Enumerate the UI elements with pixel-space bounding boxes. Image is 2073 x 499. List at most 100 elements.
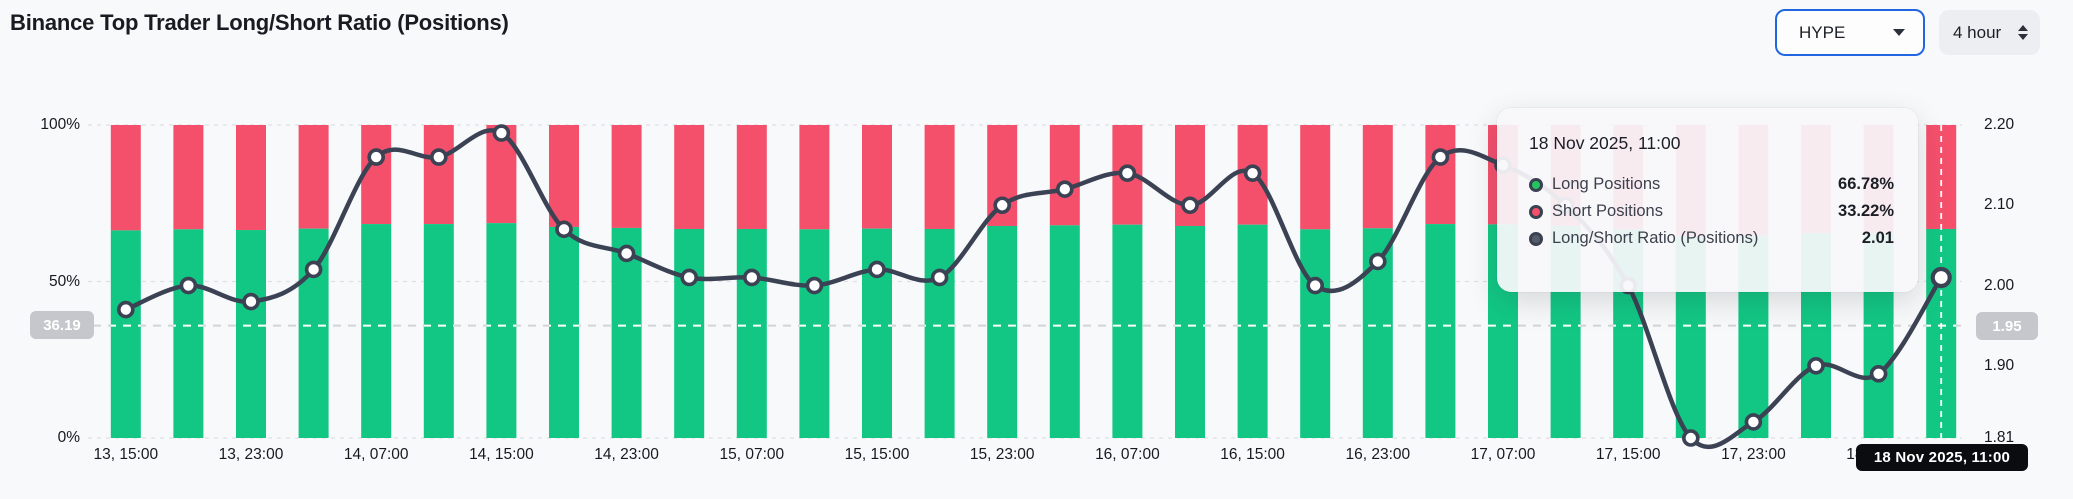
data-point[interactable] [1869, 364, 1888, 383]
short-bar-segment[interactable] [236, 125, 266, 231]
short-bar-segment[interactable] [1049, 125, 1080, 226]
x-axis-label: 17, 23:00 [1721, 446, 1786, 463]
short-bar-segment[interactable] [924, 125, 955, 229]
long-bar-segment[interactable] [862, 228, 892, 438]
tooltip-row-long: Long Positions 66.78% [1529, 171, 1894, 198]
data-point[interactable] [492, 124, 511, 142]
short-bar-segment[interactable] [1926, 125, 1957, 229]
data-point[interactable] [1118, 164, 1137, 182]
short-positions-dot-icon [1529, 204, 1543, 219]
symbol-select-value: HYPE [1799, 22, 1846, 42]
long-bar-segment[interactable] [423, 224, 454, 438]
long-bar-segment[interactable] [1300, 229, 1331, 438]
data-point[interactable] [1056, 180, 1074, 199]
data-point[interactable] [1807, 356, 1825, 375]
long-bar-segment[interactable] [549, 226, 579, 438]
y-right-tick-label: 2.20 [1984, 116, 2015, 133]
x-axis-label: 14, 23:00 [594, 446, 659, 463]
long-bar-segment[interactable] [110, 230, 141, 438]
data-point[interactable] [1369, 252, 1387, 271]
y-right-tick-label: 2.10 [1984, 196, 2015, 214]
long-positions-dot-icon [1529, 177, 1543, 192]
data-point[interactable] [117, 300, 135, 319]
short-bar-segment[interactable] [862, 125, 892, 229]
short-bar-segment[interactable] [173, 125, 204, 230]
tooltip-value: 66.78% [1838, 175, 1894, 193]
tooltip-value: 33.22% [1838, 202, 1894, 220]
x-axis-label: 16, 23:00 [1345, 446, 1411, 463]
x-axis-label: 16, 15:00 [1220, 446, 1285, 463]
x-axis-label: 15, 15:00 [844, 446, 910, 463]
tooltip-row-short: Short Positions 33.22% [1529, 198, 1894, 225]
data-point[interactable] [1306, 276, 1324, 295]
data-point[interactable] [429, 148, 448, 166]
long-bar-segment[interactable] [236, 230, 266, 438]
long-bar-segment[interactable] [1425, 224, 1456, 438]
long-bar-segment[interactable] [799, 229, 830, 438]
short-bar-segment[interactable] [736, 125, 767, 229]
y-right-tick-label: 2.00 [1984, 276, 2015, 294]
data-point[interactable] [993, 196, 1012, 215]
long-bar-segment[interactable] [1175, 225, 1205, 438]
long-bar-segment[interactable] [674, 228, 705, 438]
x-axis-label: 16, 07:00 [1095, 446, 1160, 463]
long-bar-segment[interactable] [736, 228, 767, 438]
tooltip-title: 18 Nov 2025, 11:00 [1529, 133, 1681, 153]
hovered-data-point[interactable] [1930, 266, 1952, 289]
data-point[interactable] [555, 220, 573, 239]
page-title: Binance Top Trader Long/Short Ratio (Pos… [10, 10, 509, 35]
symbol-select[interactable]: HYPE [1775, 9, 1925, 56]
long-bar-segment[interactable] [611, 227, 642, 438]
short-bar-segment[interactable] [799, 125, 830, 230]
data-point[interactable] [1181, 196, 1199, 215]
data-point[interactable] [805, 276, 824, 295]
short-bar-segment[interactable] [361, 125, 392, 225]
x-axis-label: 17, 07:00 [1470, 446, 1536, 463]
long-bar-segment[interactable] [486, 223, 517, 438]
data-point[interactable] [1431, 148, 1450, 166]
data-point[interactable] [1682, 429, 1700, 447]
short-bar-segment[interactable] [298, 125, 329, 229]
long-bar-segment[interactable] [1112, 224, 1143, 438]
y-right-tick-label: 1.90 [1984, 356, 2015, 374]
data-point[interactable] [680, 268, 699, 287]
short-bar-segment[interactable] [611, 125, 642, 228]
short-bar-segment[interactable] [423, 125, 454, 225]
data-point[interactable] [930, 268, 949, 287]
tooltip-value: 2.01 [1861, 229, 1894, 247]
data-point[interactable] [1243, 164, 1262, 182]
marker-line-left-badge: 36.19 [30, 311, 94, 339]
data-point[interactable] [179, 276, 198, 295]
marker-line-right-badge: 1.95 [1976, 312, 2038, 340]
long-bar-segment[interactable] [1237, 224, 1268, 438]
long-bar-segment[interactable] [298, 228, 329, 438]
short-bar-segment[interactable] [1300, 125, 1331, 230]
short-bar-segment[interactable] [110, 125, 141, 231]
short-bar-segment[interactable] [549, 125, 579, 227]
data-point[interactable] [868, 260, 886, 279]
long-bar-segment[interactable] [173, 229, 204, 438]
long-bar-segment[interactable] [1049, 225, 1080, 438]
short-bar-segment[interactable] [1425, 125, 1456, 225]
short-bar-segment[interactable] [1362, 125, 1393, 229]
data-point[interactable] [742, 268, 761, 287]
data-point[interactable] [304, 260, 323, 279]
data-point[interactable] [242, 292, 260, 311]
y-left-tick-label: 0% [57, 429, 80, 446]
x-axis-label: 15, 23:00 [969, 446, 1035, 463]
long-bar-segment[interactable] [987, 225, 1018, 438]
chevron-up-down-icon [2018, 25, 2028, 40]
data-point[interactable] [617, 244, 636, 263]
interval-select[interactable]: 4 hour [1939, 10, 2040, 55]
x-axis-label: 15, 07:00 [719, 446, 785, 463]
x-axis-label: 13, 23:00 [218, 446, 284, 463]
long-bar-segment[interactable] [361, 224, 392, 438]
short-bar-segment[interactable] [674, 125, 705, 229]
data-point[interactable] [367, 148, 386, 166]
tooltip-row-ratio: Long/Short Ratio (Positions) 2.01 [1529, 225, 1894, 252]
long-bar-segment[interactable] [924, 228, 955, 438]
data-point[interactable] [1744, 413, 1763, 431]
x-axis-label: 17, 15:00 [1595, 446, 1661, 463]
x-axis-label: 13, 15:00 [93, 446, 159, 463]
